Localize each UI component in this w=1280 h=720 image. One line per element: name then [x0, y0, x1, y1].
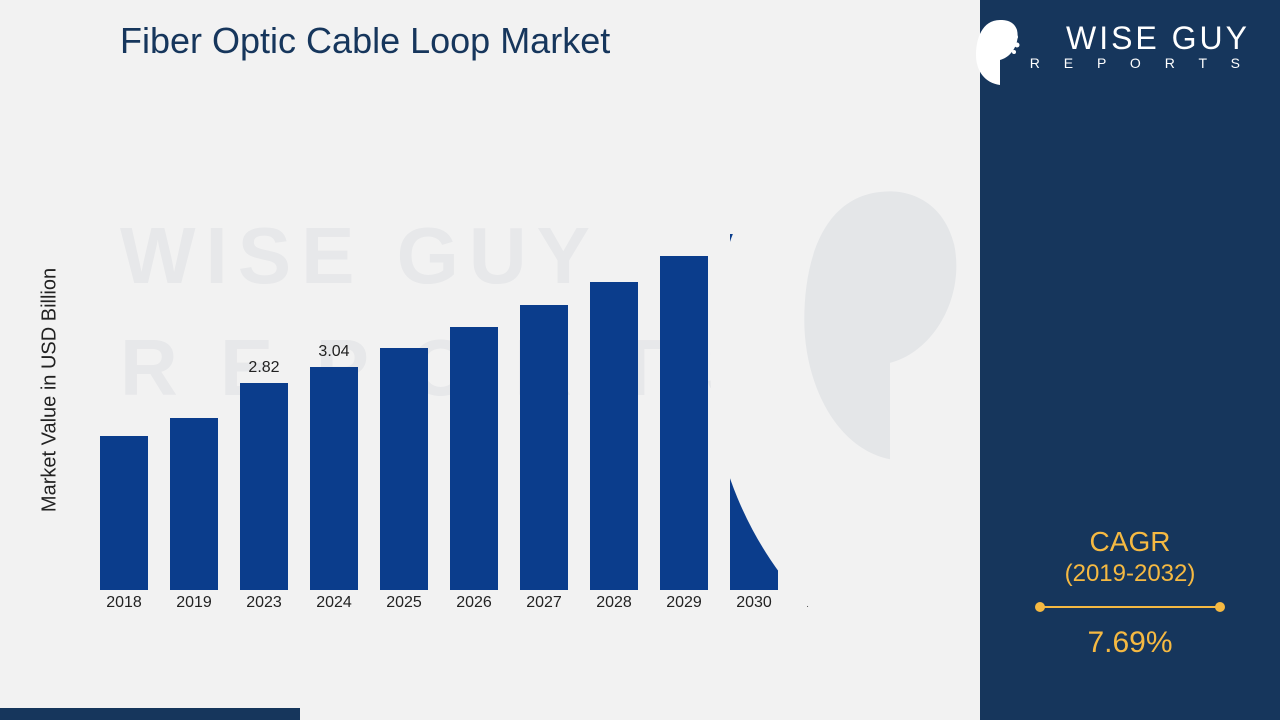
x-tick-label: 2019 [170, 594, 218, 612]
x-tick-label: 2026 [450, 594, 498, 612]
x-tick-label: 2018 [100, 594, 148, 612]
y-axis-label: Market Value in USD Billion [39, 268, 62, 512]
watermark-head-icon [780, 170, 1000, 470]
bar [450, 327, 498, 590]
bar: 2.82 [240, 383, 288, 590]
bar [170, 418, 218, 590]
bar-value-label: 3.04 [310, 343, 358, 361]
x-tick-label: 2030 [730, 594, 778, 612]
cagr-block: CAGR (2019-2032) 7.69% [1020, 526, 1240, 660]
x-tick-label: 2028 [590, 594, 638, 612]
x-tick-label: 2023 [240, 594, 288, 612]
bar-value-label: 2.82 [240, 359, 288, 377]
cagr-title: CAGR [1020, 526, 1240, 558]
bar [380, 348, 428, 590]
cagr-divider [1040, 606, 1220, 608]
x-tick-label: 2024 [310, 594, 358, 612]
x-tick-label: 2027 [520, 594, 568, 612]
x-tick-label: 2029 [660, 594, 708, 612]
chart-title: Fiber Optic Cable Loop Market [120, 20, 610, 62]
logo-sub-text: R E P O R T S [1030, 55, 1250, 71]
bar [100, 436, 148, 590]
bar [520, 305, 568, 590]
bar [590, 282, 638, 590]
right-panel: WISE GUY R E P O R T S CAGR (2019-2032) … [980, 0, 1280, 720]
cagr-value: 7.69% [1020, 626, 1240, 660]
cagr-years: (2019-2032) [1020, 560, 1240, 588]
logo-head-icon [970, 15, 1030, 85]
logo-main-text: WISE GUY [1030, 20, 1250, 57]
bar: 3.04 [310, 367, 358, 590]
brand-logo: WISE GUY R E P O R T S [1030, 20, 1250, 71]
bar [660, 256, 708, 590]
x-tick-label: 2025 [380, 594, 428, 612]
bottom-accent-bar [0, 708, 300, 720]
